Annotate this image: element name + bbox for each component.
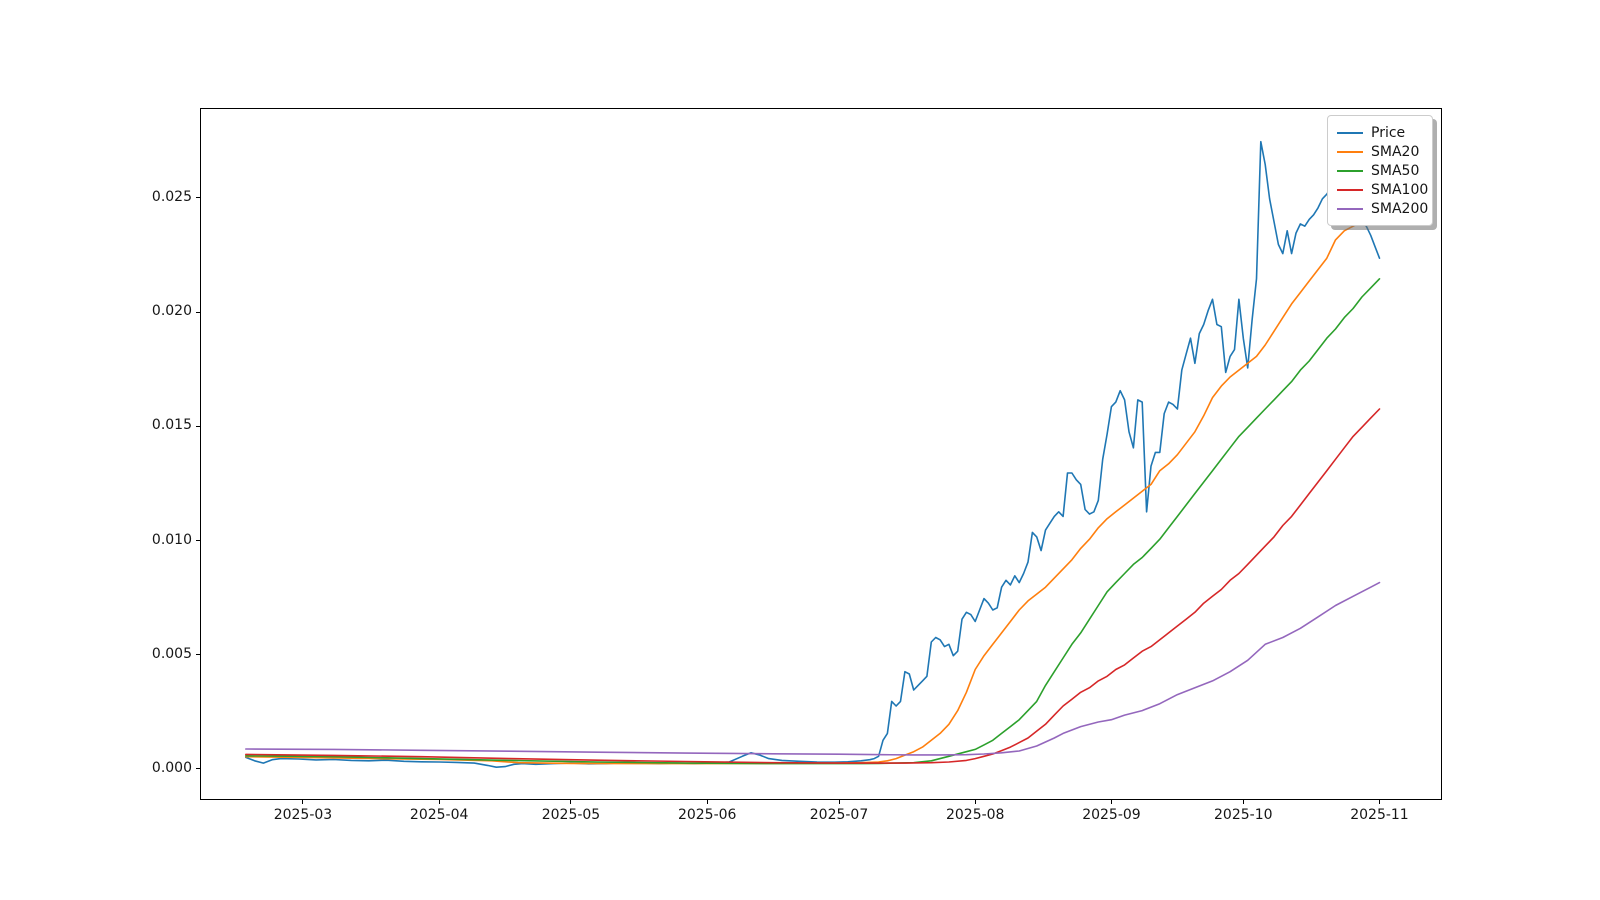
legend-entry-label: SMA20 — [1371, 143, 1420, 160]
x-tick-label: 2025-09 — [1082, 807, 1141, 823]
x-tick-label: 2025-04 — [409, 807, 469, 823]
x-tick-label: 2025-11 — [1350, 807, 1409, 823]
legend-entry: SMA50 — [1337, 161, 1423, 180]
legend-entry: Price — [1337, 123, 1423, 142]
legend-entry-label: SMA200 — [1371, 201, 1429, 218]
plot-area — [200, 108, 1442, 800]
y-tick-label: 0.000 — [151, 759, 192, 776]
legend-entry-label: Price — [1371, 124, 1406, 141]
x-tick-mark — [838, 800, 840, 804]
x-tick-label: 2025-07 — [809, 807, 869, 823]
legend: Price SMA20 SMA50 SMA100 SMA200 — [1327, 115, 1433, 226]
legend-entry: SMA20 — [1337, 142, 1423, 161]
x-tick-label: 2025-06 — [677, 807, 737, 823]
series-line-sma200 — [244, 581, 1381, 756]
y-tick-mark — [196, 654, 200, 656]
x-tick-mark — [1110, 800, 1112, 804]
series-line-sma20 — [244, 211, 1381, 765]
x-tick-label: 2025-05 — [541, 807, 601, 823]
series-line-sma50 — [244, 278, 1381, 765]
x-tick-label: 2025-10 — [1214, 807, 1273, 823]
y-tick-label: 0.015 — [151, 417, 192, 434]
y-tick-mark — [196, 311, 200, 313]
chart-lines-canvas — [244, 140, 1381, 769]
legend-entry-label: SMA100 — [1371, 182, 1429, 199]
legend-entry: SMA100 — [1337, 181, 1428, 200]
y-tick-mark — [196, 540, 200, 541]
series-line-price — [244, 140, 1381, 769]
legend-line-swatch — [1337, 150, 1363, 153]
x-tick-mark — [438, 800, 440, 804]
x-tick-label: 2025-08 — [945, 807, 1005, 823]
x-tick-mark — [1242, 800, 1244, 804]
legend-entry-label: SMA50 — [1371, 162, 1420, 179]
y-tick-mark — [196, 197, 200, 199]
x-tick-label: 2025-03 — [273, 807, 333, 823]
legend-line-swatch — [1337, 169, 1363, 172]
x-tick-mark — [706, 800, 708, 804]
legend-line-swatch — [1337, 131, 1363, 134]
legend-entry: SMA200 — [1337, 200, 1428, 219]
y-tick-label: 0.025 — [151, 188, 192, 205]
x-tick-mark — [1378, 800, 1380, 804]
y-tick-mark — [196, 768, 200, 770]
x-tick-mark — [570, 800, 572, 804]
series-line-sma100 — [244, 408, 1381, 764]
y-tick-label: 0.020 — [151, 303, 192, 320]
legend-line-swatch — [1337, 208, 1363, 211]
y-tick-mark — [196, 425, 200, 427]
x-tick-mark — [302, 800, 304, 804]
y-tick-label: 0.010 — [151, 531, 192, 548]
x-tick-mark — [974, 800, 976, 804]
y-tick-label: 0.005 — [151, 645, 192, 662]
legend-line-swatch — [1337, 189, 1363, 192]
